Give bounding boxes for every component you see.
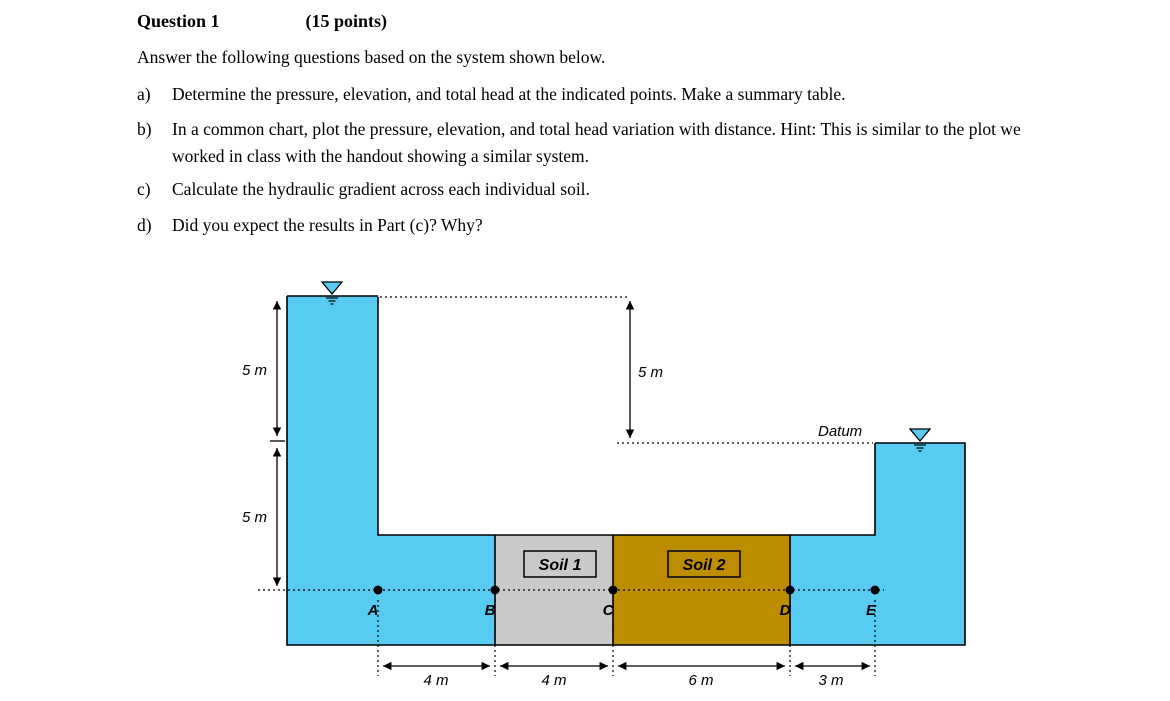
point-b-dot bbox=[490, 585, 500, 595]
left-column-water bbox=[287, 296, 378, 645]
dim-left-bottom-label: 5 m bbox=[242, 509, 267, 526]
soil2-label-box bbox=[667, 550, 741, 578]
point-a-dot bbox=[373, 585, 383, 595]
dim-middle-label: 5 m bbox=[638, 364, 663, 381]
point-b-label: B bbox=[485, 602, 496, 619]
soil2-region bbox=[613, 535, 790, 645]
dim-cd-label: 6 m bbox=[688, 672, 713, 689]
question-item-c: c) Calculate the hydraulic gradient acro… bbox=[137, 176, 590, 203]
soil1-label-box bbox=[523, 550, 597, 578]
item-label: d) bbox=[137, 215, 152, 235]
point-e-label: E bbox=[866, 602, 877, 619]
water-table-icon-left bbox=[320, 281, 344, 305]
dim-de-label: 3 m bbox=[818, 672, 843, 689]
question-title: Question 1 bbox=[137, 11, 220, 31]
item-label: c) bbox=[137, 179, 151, 199]
soil2-label: Soil 2 bbox=[683, 557, 726, 574]
point-c-label: C bbox=[603, 602, 615, 619]
item-label: b) bbox=[137, 119, 152, 139]
channel-left-water bbox=[378, 535, 495, 645]
point-a-label: A bbox=[367, 602, 379, 619]
tank-regions bbox=[287, 296, 965, 645]
question-points: (15 points) bbox=[305, 11, 388, 31]
item-text: Determine the pressure, elevation, and t… bbox=[172, 84, 846, 104]
channel-right-water bbox=[790, 535, 875, 645]
point-c-dot bbox=[608, 585, 618, 595]
item-text: In a common chart, plot the pressure, el… bbox=[172, 119, 1021, 166]
point-e-dot bbox=[870, 585, 880, 595]
reference-lines bbox=[258, 296, 884, 676]
point-d-label: D bbox=[780, 602, 791, 619]
measurement-points bbox=[373, 585, 880, 595]
point-d-dot bbox=[785, 585, 795, 595]
dimension-arrows bbox=[270, 301, 870, 671]
question-item-a: a) Determine the pressure, elevation, an… bbox=[137, 81, 846, 108]
dim-bc-label: 4 m bbox=[541, 672, 566, 689]
right-column-water bbox=[875, 443, 965, 645]
dim-ab-label: 4 m bbox=[423, 672, 448, 689]
question-intro: Answer the following questions based on … bbox=[137, 47, 606, 67]
item-text: Did you expect the results in Part (c)? … bbox=[172, 215, 483, 235]
question-item-d: d) Did you expect the results in Part (c… bbox=[137, 212, 483, 239]
item-text: Calculate the hydraulic gradient across … bbox=[172, 179, 590, 199]
item-label: a) bbox=[137, 84, 151, 104]
datum-label: Datum bbox=[818, 423, 862, 440]
dim-left-top-label: 5 m bbox=[242, 362, 267, 379]
question-header: Question 1 (15 points) bbox=[137, 8, 387, 35]
soil1-label: Soil 1 bbox=[539, 557, 582, 574]
question-item-b: b) In a common chart, plot the pressure,… bbox=[137, 116, 1044, 170]
water-table-icon-right bbox=[908, 428, 932, 452]
